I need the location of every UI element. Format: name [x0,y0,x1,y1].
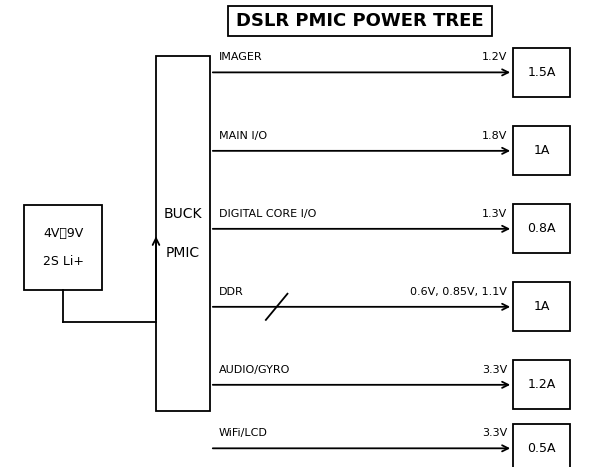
Text: 3.3V: 3.3V [482,428,507,438]
Text: 1.2A: 1.2A [527,378,556,391]
Text: 1.5A: 1.5A [527,66,556,79]
Text: DSLR PMIC POWER TREE: DSLR PMIC POWER TREE [236,12,484,30]
Text: 1.8V: 1.8V [482,131,507,141]
Text: WiFi/LCD: WiFi/LCD [219,428,268,438]
FancyBboxPatch shape [513,48,570,97]
Text: 0.5A: 0.5A [527,442,556,455]
FancyBboxPatch shape [513,126,570,175]
Text: 0.6V, 0.85V, 1.1V: 0.6V, 0.85V, 1.1V [410,287,507,297]
Text: AUDIO/GYRO: AUDIO/GYRO [219,365,290,375]
FancyBboxPatch shape [228,6,492,36]
Text: 4V～9V: 4V～9V [43,227,83,240]
Text: PMIC: PMIC [166,246,200,260]
Text: 1A: 1A [533,144,550,157]
FancyBboxPatch shape [513,205,570,253]
Text: MAIN I/O: MAIN I/O [219,131,267,141]
Text: 1.3V: 1.3V [482,209,507,219]
FancyBboxPatch shape [156,56,210,411]
Text: DDR: DDR [219,287,244,297]
Text: 3.3V: 3.3V [482,365,507,375]
Text: 1.2V: 1.2V [482,52,507,62]
Text: 0.8A: 0.8A [527,222,556,235]
FancyBboxPatch shape [513,282,570,331]
Text: DIGITAL CORE I/O: DIGITAL CORE I/O [219,209,316,219]
FancyBboxPatch shape [513,361,570,409]
Text: IMAGER: IMAGER [219,52,263,62]
FancyBboxPatch shape [24,205,102,290]
Text: BUCK: BUCK [164,207,202,221]
Text: 1A: 1A [533,300,550,313]
FancyBboxPatch shape [513,424,570,467]
Text: 2S Li+: 2S Li+ [43,255,83,268]
